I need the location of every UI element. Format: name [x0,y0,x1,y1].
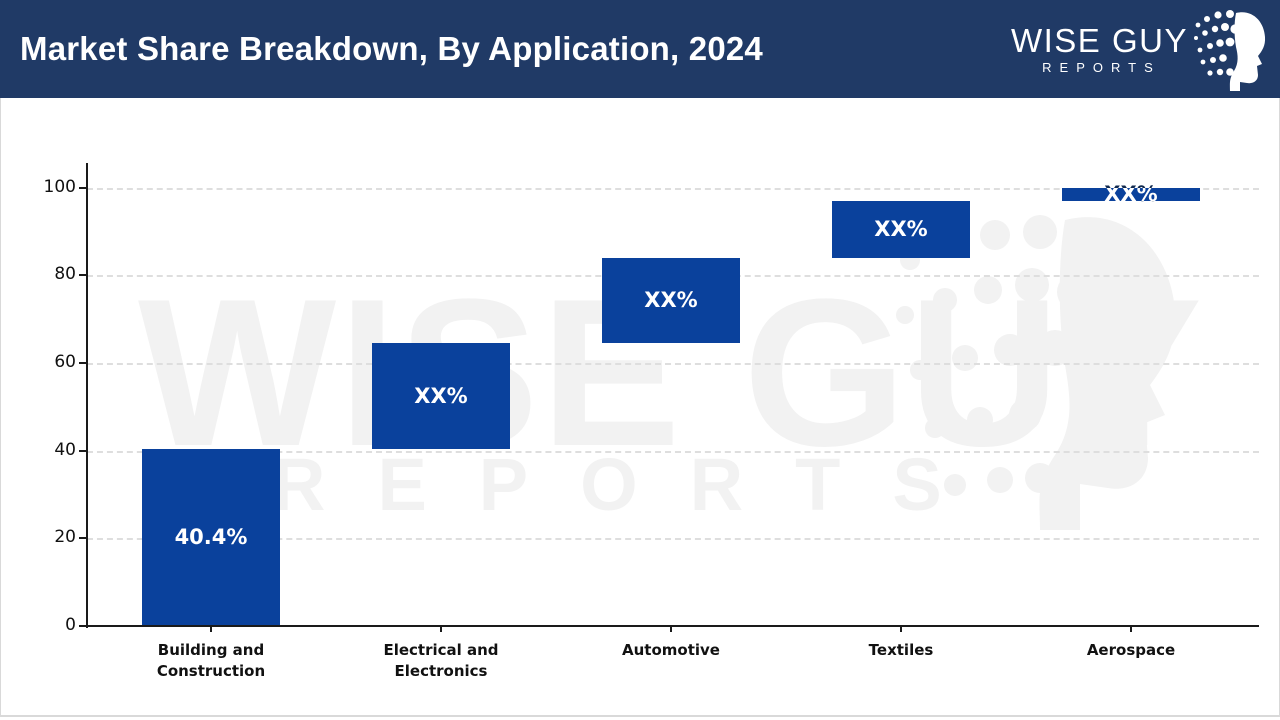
y-tick-40 [79,449,87,452]
bar-segment: XX%XX% [832,201,970,258]
bar-label-clip: XX% [602,258,740,343]
x-tick-4 [1130,627,1132,632]
bar-fill [1062,187,1200,202]
x-tick-0 [210,627,212,632]
y-tick-label-20: 20 [54,527,76,548]
x-axis-label: Electrical and Electronics [383,641,499,680]
bar-label-clip: 40.4% [142,449,280,626]
bar-segment: XX%XX% [1062,182,1200,206]
brand-name: WISE GUY [1010,22,1188,59]
frame-bottom-border [0,715,1280,717]
page-title: Market Share Breakdown, By Application, … [20,30,763,67]
bar-fill [372,342,510,449]
bar-fill [142,448,280,626]
frame-left-border [0,98,1,716]
bar-segment: 40.4%40.4% [142,448,280,626]
y-tick-label-0: 0 [65,615,76,635]
bar-label-clip: XX% [1062,188,1200,202]
bar-label-clip: XX% [372,343,510,449]
bar-segment: XX%XX% [602,257,740,343]
x-tick-2 [670,627,672,632]
gridline-y60 [87,362,1259,365]
bar-fill [832,201,970,258]
y-tick-label-100: 100 [43,176,76,197]
y-tick-20 [79,537,87,540]
x-tick-3 [900,627,902,632]
x-axis-label: Textiles [868,641,934,659]
bar-segment: XX%XX% [372,342,510,449]
brand-face-icon [1194,10,1266,91]
x-axis-spine [86,625,1259,627]
y-tick-label-60: 60 [54,351,76,372]
y-tick-0 [79,625,87,627]
gridline-y40 [87,450,1259,453]
y-tick-80 [79,274,87,277]
y-tick-100 [79,186,87,189]
bar-value-label: 40.4% [174,525,248,550]
bar-value-label: XX% [874,217,928,242]
brand-tagline: REPORTS [1042,60,1161,75]
gridline-y100 [87,187,1259,190]
bar-value-label: XX% [1104,187,1158,202]
y-tick-label-80: 80 [54,264,76,285]
y-tick-label-40: 40 [54,439,76,460]
bar-fill [602,257,740,343]
watermark-brand-tagline: REPORTS [272,443,994,526]
y-axis-spine [86,163,88,628]
header-bar: Market Share Breakdown, By Application, … [0,0,1280,98]
brand-logo-text: WISE GUY REPORTS [1011,23,1188,77]
bar-value-label: XX% [414,383,468,408]
y-tick-60 [79,361,87,364]
bar-label-clip: XX% [832,201,970,258]
gridline-y20 [87,538,1259,541]
x-axis-label: Aerospace [1086,641,1176,659]
brand-logo: WISE GUY REPORTS [1011,10,1266,91]
x-axis-label: Building and Construction [156,641,266,680]
x-tick-1 [440,627,442,632]
bar-value-label: XX% [644,288,698,313]
x-axis-label: Automotive [622,641,720,659]
plot-area: 0 20 40 60 80 100 40.4%40.4% Building and Const… [0,98,1280,715]
